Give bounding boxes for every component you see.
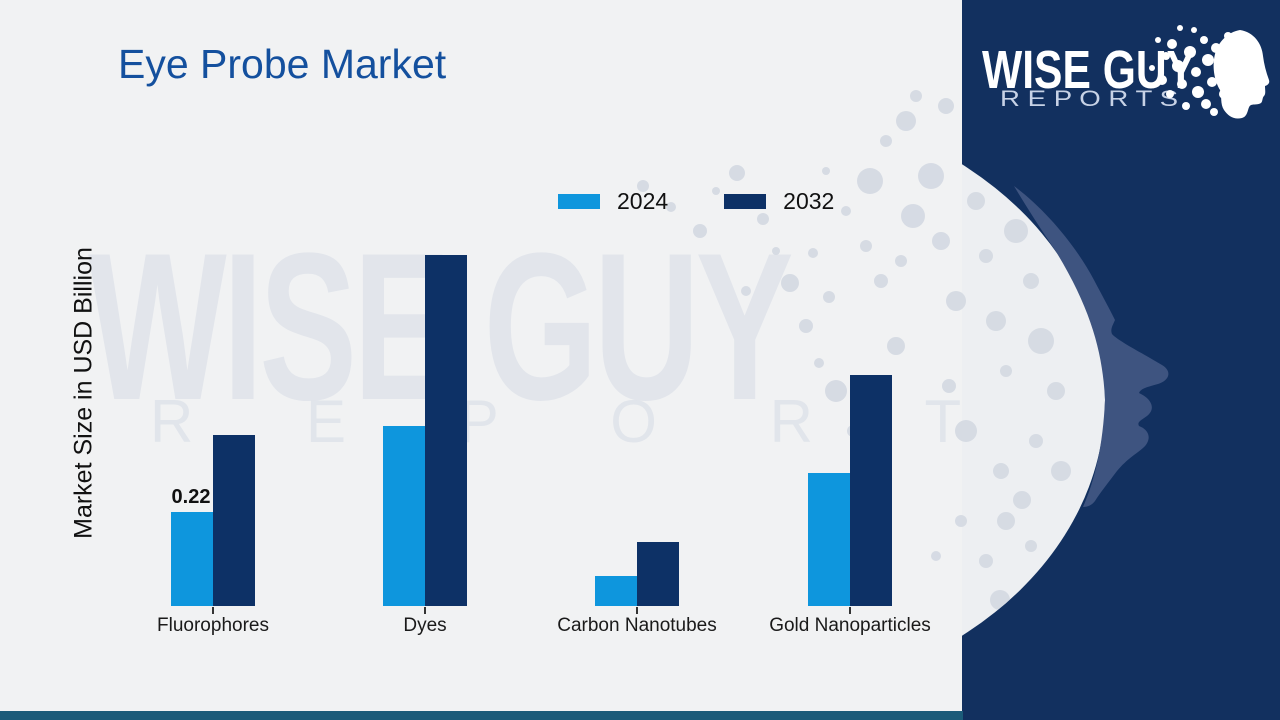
dots-head-pattern <box>637 90 1071 610</box>
bar-2024-carbon-nanotubes <box>595 576 637 606</box>
brand-logo-subtext: R E P O R T S <box>1000 86 1178 111</box>
legend-swatch-2032 <box>724 194 767 209</box>
x-axis-tick <box>424 607 426 614</box>
bar-2032-gold-nanoparticles <box>850 375 892 606</box>
face-profile-silhouette <box>1014 186 1169 507</box>
legend-swatch-2024 <box>558 194 600 209</box>
category-label: Carbon Nanotubes <box>557 615 717 636</box>
watermark-line2: R E P O R T S <box>150 388 1161 455</box>
legend: 2024 2032 <box>558 190 834 213</box>
legend-label-2024: 2024 <box>617 188 669 214</box>
bar-2024-gold-nanoparticles <box>808 473 850 606</box>
category-label: Dyes <box>403 615 447 636</box>
brand-logo-text: WISE GUY <box>982 40 1195 100</box>
category-label: Fluorophores <box>157 615 269 636</box>
bar-2032-carbon-nanotubes <box>637 542 679 606</box>
x-axis-tick <box>636 607 638 614</box>
category-label: Gold Nanoparticles <box>769 615 931 636</box>
bar-value-label: 0.22 <box>171 486 211 508</box>
x-axis-tick <box>212 607 214 614</box>
chart-title: Eye Probe Market <box>118 41 447 87</box>
logo-head-icon <box>1213 30 1270 119</box>
bottom-accent-strip <box>0 711 963 720</box>
y-axis-label: Market Size in USD Billion <box>69 247 98 539</box>
bar-2024-dyes <box>383 426 425 606</box>
bar-2032-dyes <box>425 255 467 606</box>
x-axis-tick <box>849 607 851 614</box>
bar-2032-fluorophores <box>213 435 255 606</box>
legend-label-2032: 2032 <box>783 188 835 214</box>
bar-2024-fluorophores <box>171 512 213 606</box>
